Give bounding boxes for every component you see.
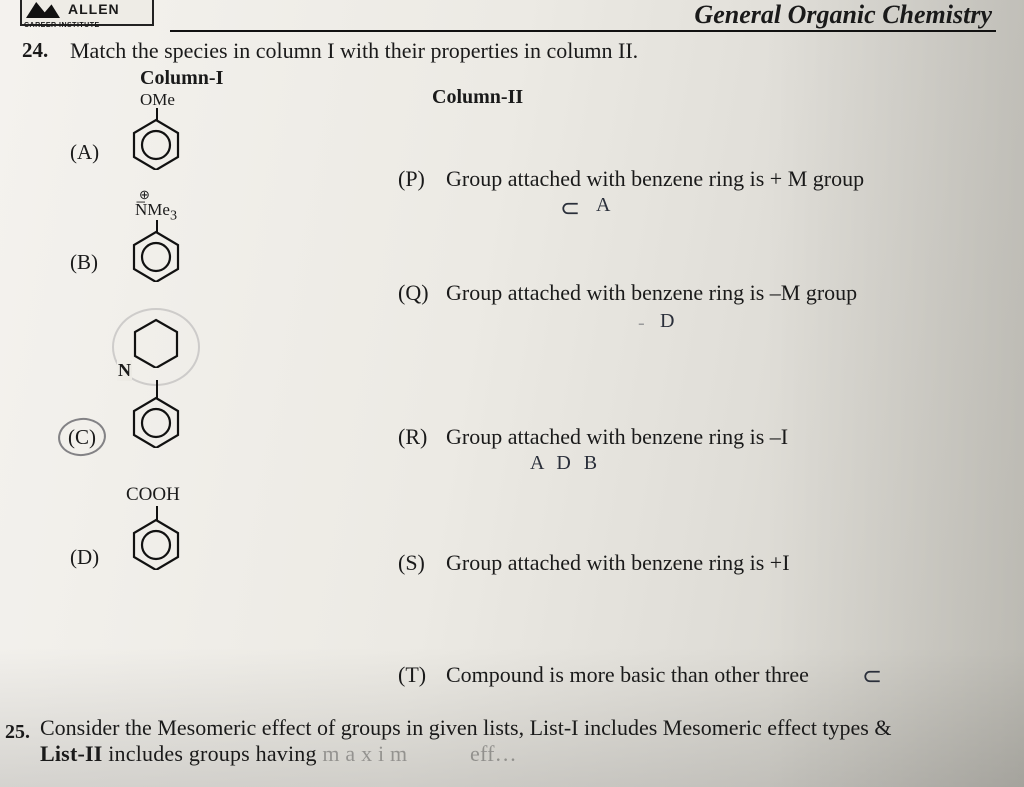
q25-text-block: Consider the Mesomeric effect of groups …	[40, 715, 984, 767]
option-D-label: (D)	[70, 545, 99, 570]
piperidine-ring-icon	[130, 316, 182, 368]
benzene-ring-icon	[130, 118, 182, 170]
handwriting-P-subset: ⊂	[560, 194, 580, 223]
option-T-text: Compound is more basic than other three	[446, 662, 809, 688]
option-B-label: (B)	[70, 250, 98, 275]
option-R-label: (R)	[398, 424, 427, 450]
option-S-text: Group attached with benzene ring is +I	[446, 550, 790, 576]
nme-sub: 3	[170, 207, 177, 223]
chapter-title: General Organic Chemistry	[694, 0, 992, 30]
option-A-substituent: OMe	[140, 90, 175, 110]
column-1-head: Column-I	[140, 67, 223, 90]
q25-line1: Consider the Mesomeric effect of groups …	[40, 715, 891, 740]
benzene-ring-icon	[130, 518, 182, 570]
q24-text: Match the species in column I with their…	[70, 38, 638, 64]
benzene-ring-icon	[130, 230, 182, 282]
nitrogen-label: N	[117, 360, 132, 381]
option-Q-text: Group attached with benzene ring is –M g…	[446, 280, 857, 306]
benzene-ring-icon	[130, 396, 182, 448]
option-R-text: Group attached with benzene ring is –I	[446, 424, 788, 450]
option-C-label: (C)	[68, 425, 96, 450]
option-S-label: (S)	[398, 550, 425, 576]
column-2-head: Column-II	[432, 86, 523, 109]
handwriting-T-subset: ⊂	[862, 662, 882, 691]
handwriting-P: A	[596, 194, 610, 217]
option-A-label: (A)	[70, 140, 99, 165]
page-sheet: ALLEN career institute General Organic C…	[0, 0, 1024, 787]
handwriting-R: A D B	[530, 452, 601, 475]
option-P-label: (P)	[398, 166, 425, 192]
handwriting-dash: -	[638, 312, 645, 335]
brand-subtitle: career institute	[24, 22, 100, 29]
option-T-label: (T)	[398, 662, 426, 688]
q25-number: 25.	[0, 721, 30, 744]
option-Q-label: (Q)	[398, 280, 429, 306]
q25-line2-fragment: List-II includes groups having m a x i m…	[40, 741, 517, 766]
nme-label: N̅Me	[135, 200, 170, 219]
option-P-text: Group attached with benzene ring is + M …	[446, 166, 864, 192]
brand-name: ALLEN	[68, 1, 120, 17]
handwriting-Q: D	[660, 310, 674, 333]
q24-number: 24.	[22, 38, 48, 63]
header-underline	[170, 30, 996, 32]
option-D-substituent: COOH	[126, 484, 180, 506]
